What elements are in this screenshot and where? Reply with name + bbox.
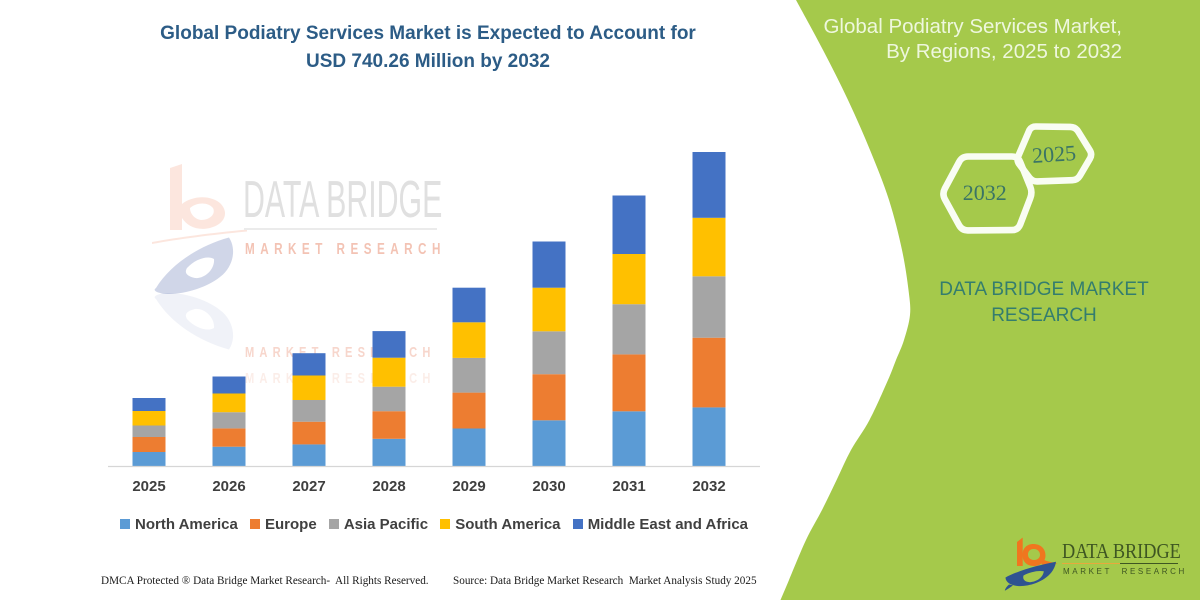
svg-text:2032: 2032: [963, 180, 1007, 205]
svg-text:2025: 2025: [1031, 140, 1077, 168]
